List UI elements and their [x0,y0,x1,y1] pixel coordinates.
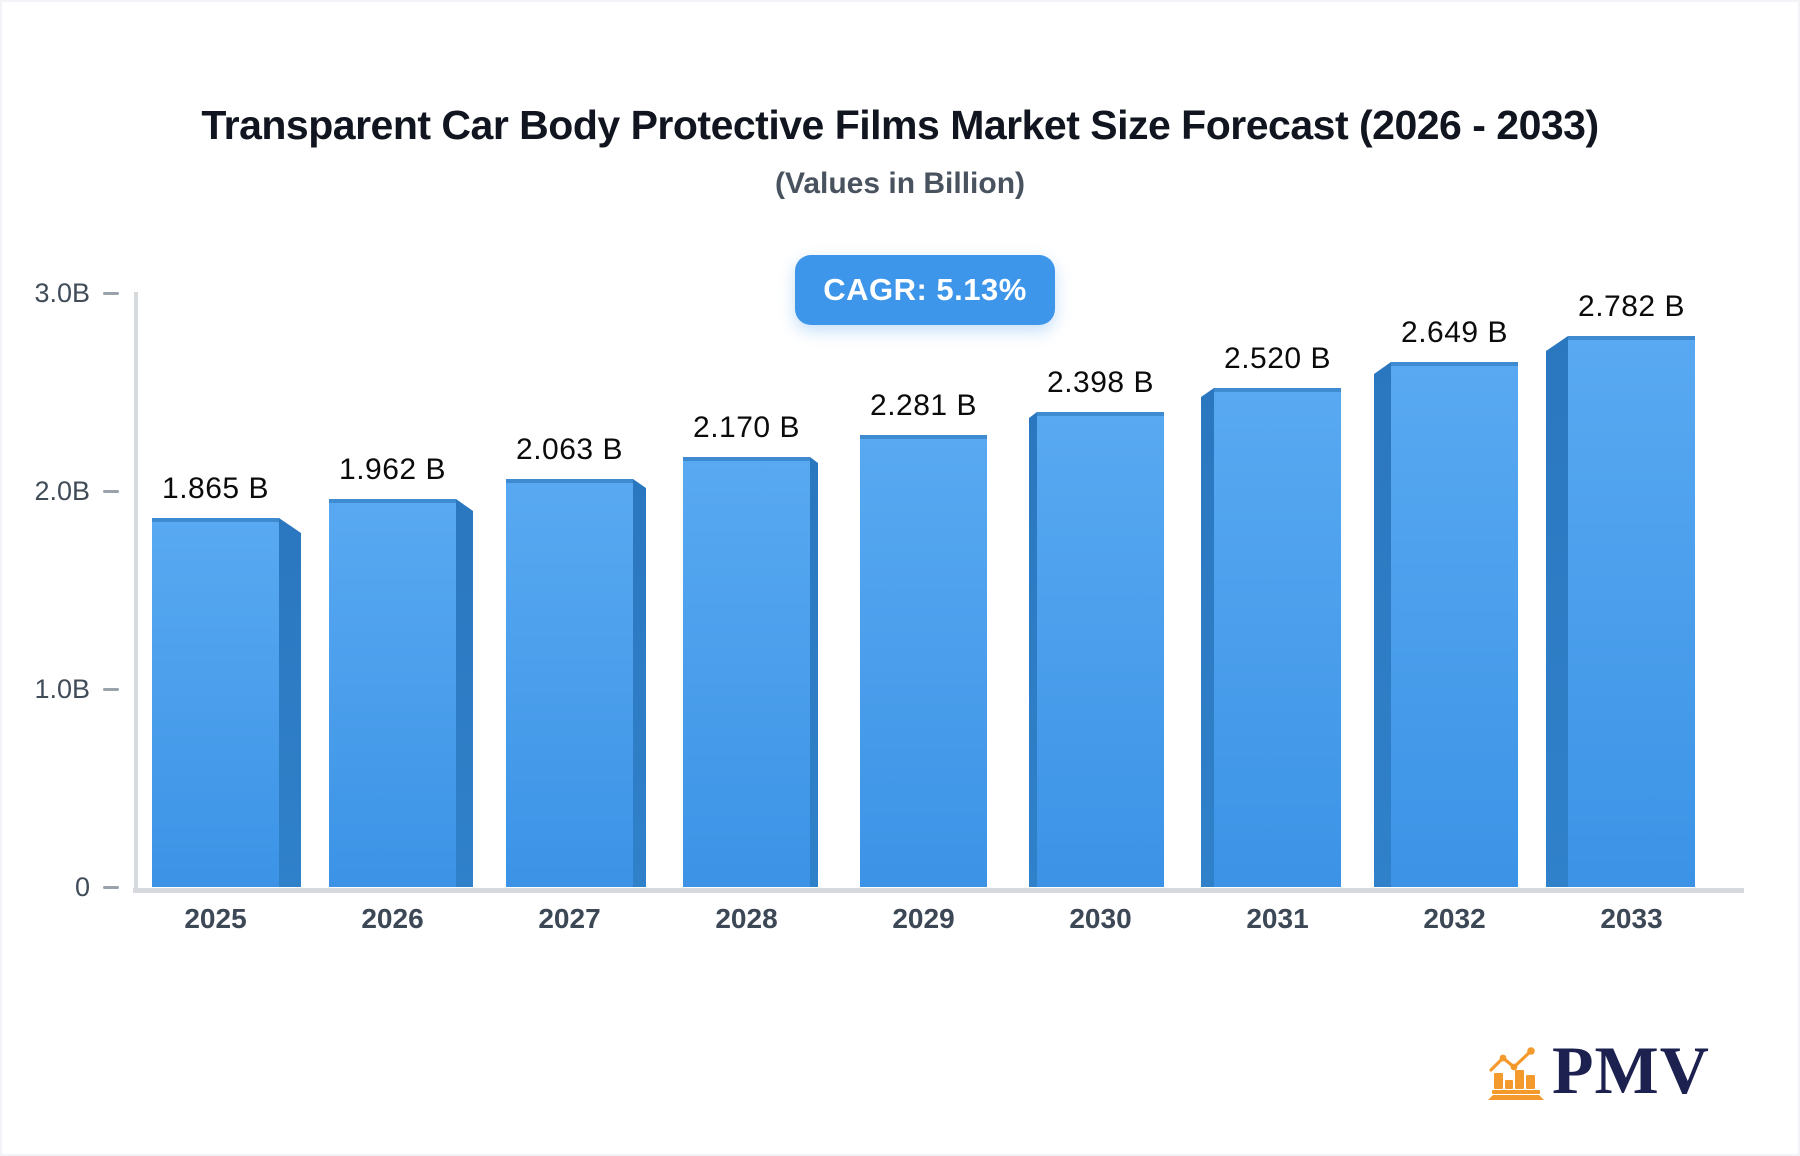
x-axis-category-label: 2026 [361,903,424,934]
x-axis-category-label: 2028 [715,903,778,934]
brand-name: PMV [1552,1032,1710,1108]
bar [1214,388,1341,887]
x-axis-category-label: 2033 [1600,903,1663,934]
bar-3d-side [1029,412,1037,887]
bar [506,479,633,887]
bar-3d-side [1374,362,1391,887]
bar-3d-side [1201,388,1214,887]
x-axis-category-label: 2030 [1069,903,1132,934]
y-axis-tick [103,688,119,691]
chart-title: Transparent Car Body Protective Films Ma… [201,102,1599,148]
bar-chart-logo-icon [1488,1047,1544,1100]
bar [1391,362,1518,887]
bar-value-label: 2.170 B [693,411,800,444]
y-axis-tick-label: 3.0B [34,278,90,308]
y-axis-tick-label: 2.0B [34,476,90,506]
bar-value-label: 1.962 B [339,453,446,486]
y-axis-line [134,292,138,893]
chart-subtitle: (Values in Billion) [774,167,1026,200]
bar [1568,336,1695,887]
bar-value-label: 2.063 B [516,433,623,466]
bar [152,518,279,887]
bar [329,499,456,887]
cagr-badge: CAGR: 5.13% [795,255,1055,325]
bar [1037,412,1164,887]
bar-3d-side [456,499,473,887]
x-axis-category-label: 2027 [538,903,601,934]
y-axis-tick-label: 0 [74,872,90,902]
y-axis-tick [103,886,119,889]
brand-logo: PMV [1486,1036,1710,1104]
bar-value-label: 2.398 B [1047,366,1154,399]
bar-3d-side [279,518,301,887]
bar [860,435,987,887]
y-axis-tick-label: 1.0B [34,674,90,704]
x-axis-category-label: 2029 [892,903,955,934]
bar-3d-side [633,479,646,887]
bar-value-label: 2.782 B [1578,290,1685,323]
bar [683,457,810,887]
bar-value-label: 2.520 B [1224,342,1331,375]
bar-3d-side [810,457,818,887]
x-axis-category-label: 2031 [1246,903,1309,934]
bar-value-label: 1.865 B [162,472,269,505]
x-axis-category-label: 2025 [184,903,247,934]
bar-value-label: 2.281 B [870,389,977,422]
x-axis-category-label: 2032 [1423,903,1486,934]
y-axis-tick [103,292,119,295]
bar-3d-side [1546,336,1568,887]
y-axis-tick [103,490,119,493]
x-axis-line [133,888,1744,893]
bar-value-label: 2.649 B [1401,316,1508,349]
